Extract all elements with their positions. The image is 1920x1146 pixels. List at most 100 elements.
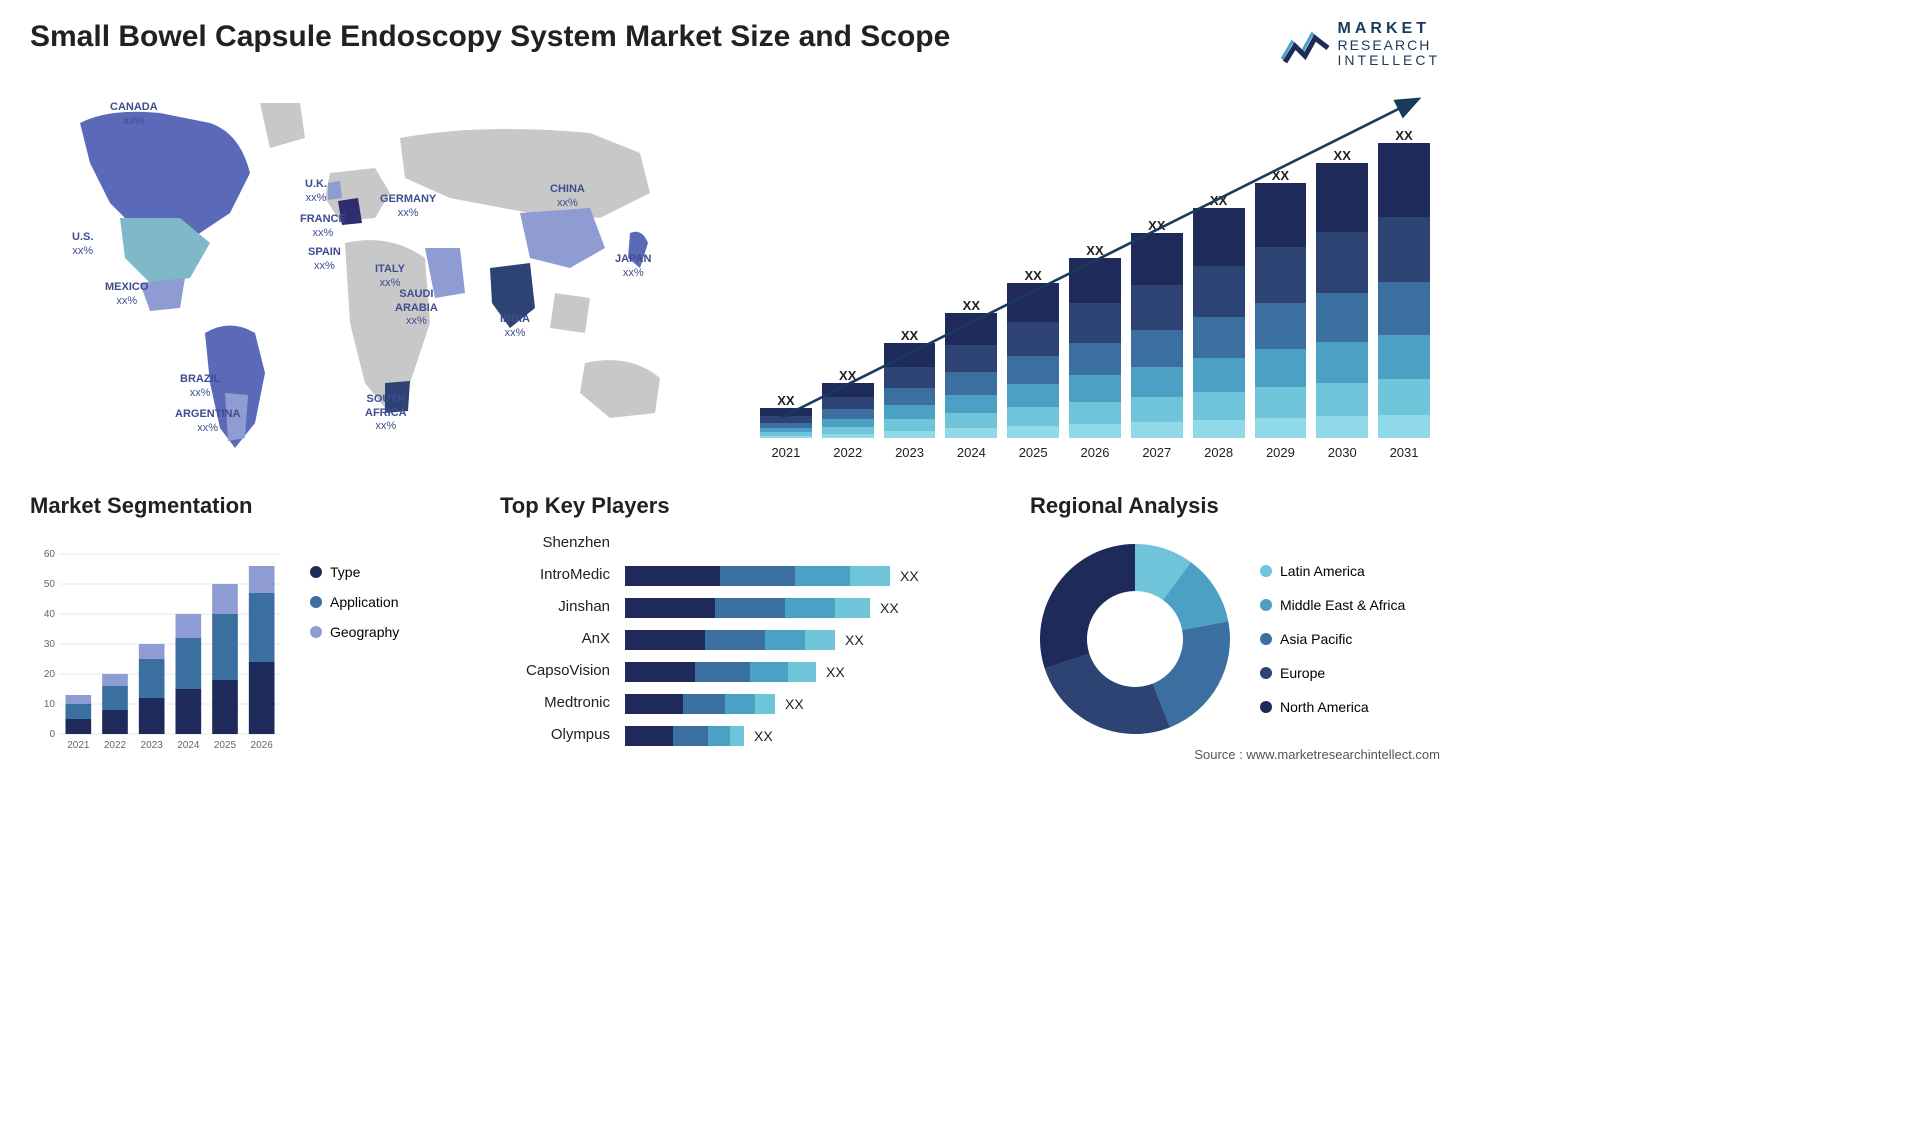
- regional-title: Regional Analysis: [1030, 493, 1440, 519]
- logo-line3: INTELLECT: [1338, 53, 1440, 68]
- map-label: MEXICOxx%: [105, 281, 148, 307]
- legend-item: Asia Pacific: [1260, 631, 1405, 647]
- player-bar-row: XX: [625, 630, 1000, 650]
- players-labels: ShenzhenIntroMedicJinshanAnXCapsoVisionM…: [500, 534, 610, 746]
- legend-item: Application: [310, 594, 399, 610]
- growth-bar: 2027XX: [1131, 233, 1183, 438]
- bar-value-label: XX: [945, 298, 997, 313]
- map-label: SOUTHAFRICAxx%: [365, 393, 407, 433]
- logo-line2: RESEARCH: [1338, 38, 1440, 53]
- world-map: CANADAxx% U.S.xx% MEXICOxx% BRAZILxx% ARGENT…: [30, 83, 720, 463]
- growth-bar: 2021XX: [760, 408, 812, 438]
- bar-value-label: XX: [1131, 218, 1183, 233]
- player-label: Jinshan: [500, 598, 610, 618]
- legend-item: Middle East & Africa: [1260, 597, 1405, 613]
- page-title: Small Bowel Capsule Endoscopy System Mar…: [30, 20, 950, 54]
- bar-year-label: 2028: [1204, 445, 1233, 460]
- bar-year-label: 2021: [771, 445, 800, 460]
- player-label: Medtronic: [500, 694, 610, 714]
- map-label: SAUDIARABIAxx%: [395, 288, 438, 328]
- svg-text:2025: 2025: [214, 740, 237, 751]
- regional-donut: [1030, 534, 1240, 744]
- svg-text:50: 50: [44, 579, 56, 590]
- bar-year-label: 2023: [895, 445, 924, 460]
- growth-bar: 2026XX: [1069, 258, 1121, 438]
- map-label: GERMANYxx%: [380, 193, 436, 219]
- player-bar-row: XX: [625, 662, 1000, 682]
- regional-legend: Latin America Middle East & Africa Asia Pa…: [1260, 563, 1405, 715]
- player-label: Shenzhen: [500, 534, 610, 554]
- svg-text:40: 40: [44, 609, 56, 620]
- map-label: U.K.xx%: [305, 178, 327, 204]
- svg-text:2024: 2024: [177, 740, 200, 751]
- growth-bar: 2024XX: [945, 313, 997, 438]
- player-bar-row: XX: [625, 598, 1000, 618]
- legend-item: Geography: [310, 624, 399, 640]
- map-label: INDIAxx%: [500, 313, 530, 339]
- map-label: ITALYxx%: [375, 263, 405, 289]
- svg-text:2021: 2021: [67, 740, 90, 751]
- segmentation-chart: 0 10 20 30 40 50 60 2021 2022 2023 2024 2025 2026: [30, 534, 290, 754]
- growth-bar: 2029XX: [1255, 183, 1307, 438]
- player-value: XX: [845, 632, 864, 648]
- player-value: XX: [900, 568, 919, 584]
- logo: MARKET RESEARCH INTELLECT: [1280, 20, 1440, 68]
- map-label: CHINAxx%: [550, 183, 585, 209]
- growth-bar: 2031XX: [1378, 143, 1430, 438]
- legend-item: Latin America: [1260, 563, 1405, 579]
- growth-bar: 2022XX: [822, 383, 874, 438]
- player-label: AnX: [500, 630, 610, 650]
- map-label: U.S.xx%: [72, 231, 93, 257]
- player-value: XX: [754, 728, 773, 744]
- regional-panel: Regional Analysis Latin America Middle Ea…: [1030, 493, 1440, 754]
- map-label: ARGENTINAxx%: [175, 408, 240, 434]
- bar-year-label: 2031: [1390, 445, 1419, 460]
- bar-value-label: XX: [1255, 168, 1307, 183]
- svg-text:2022: 2022: [104, 740, 127, 751]
- header: Small Bowel Capsule Endoscopy System Mar…: [30, 20, 1440, 68]
- growth-chart: 2021XX2022XX2023XX2024XX2025XX2026XX2027…: [760, 83, 1440, 463]
- players-bars: XXXXXXXXXXXX: [625, 534, 1000, 746]
- growth-bar: 2028XX: [1193, 208, 1245, 438]
- growth-bar: 2023XX: [884, 343, 936, 438]
- map-label: CANADAxx%: [110, 101, 158, 127]
- player-bar-row: XX: [625, 726, 1000, 746]
- bar-value-label: XX: [760, 393, 812, 408]
- player-bar-row: XX: [625, 694, 1000, 714]
- bar-year-label: 2026: [1081, 445, 1110, 460]
- bar-value-label: XX: [1316, 148, 1368, 163]
- bar-year-label: 2029: [1266, 445, 1295, 460]
- svg-text:20: 20: [44, 669, 56, 680]
- bar-value-label: XX: [1378, 128, 1430, 143]
- bar-year-label: 2022: [833, 445, 862, 460]
- svg-text:2023: 2023: [141, 740, 164, 751]
- growth-bar: 2025XX: [1007, 283, 1059, 438]
- player-value: XX: [785, 696, 804, 712]
- svg-text:30: 30: [44, 639, 56, 650]
- legend-item: Type: [310, 564, 399, 580]
- player-label: CapsoVision: [500, 662, 610, 682]
- legend-item: Europe: [1260, 665, 1405, 681]
- player-label: Olympus: [500, 726, 610, 746]
- map-label: FRANCExx%: [300, 213, 346, 239]
- player-value: XX: [880, 600, 899, 616]
- map-label: BRAZILxx%: [180, 373, 220, 399]
- bar-value-label: XX: [1193, 193, 1245, 208]
- bar-value-label: XX: [884, 328, 936, 343]
- player-value: XX: [826, 664, 845, 680]
- player-bar-row: XX: [625, 566, 1000, 586]
- svg-text:60: 60: [44, 549, 56, 560]
- bar-year-label: 2025: [1019, 445, 1048, 460]
- svg-text:2026: 2026: [251, 740, 274, 751]
- players-title: Top Key Players: [500, 493, 1000, 519]
- bar-year-label: 2024: [957, 445, 986, 460]
- source-text: Source : www.marketresearchintellect.com: [1194, 747, 1440, 762]
- growth-bar: 2030XX: [1316, 163, 1368, 438]
- svg-text:10: 10: [44, 699, 56, 710]
- logo-line1: MARKET: [1338, 20, 1440, 38]
- svg-text:0: 0: [49, 729, 55, 740]
- bar-value-label: XX: [822, 368, 874, 383]
- segmentation-title: Market Segmentation: [30, 493, 470, 519]
- players-panel: Top Key Players ShenzhenIntroMedicJinsha…: [500, 493, 1000, 754]
- logo-icon: [1280, 24, 1330, 64]
